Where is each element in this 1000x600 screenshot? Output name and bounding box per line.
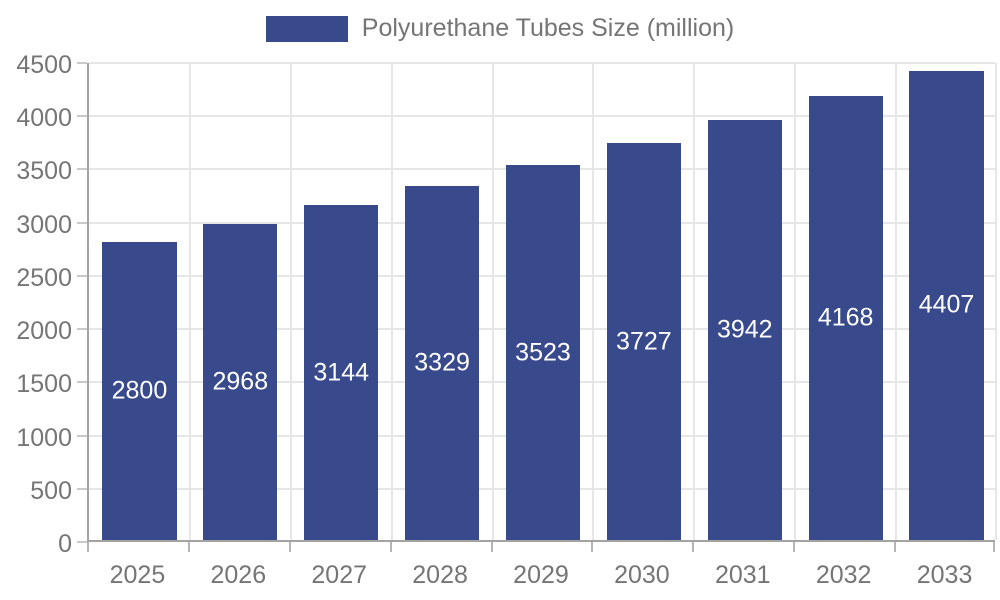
y-axis-tick-label: 4000 bbox=[16, 104, 72, 133]
y-axis-tick-label: 3500 bbox=[16, 157, 72, 186]
bar-value-label: 3144 bbox=[313, 358, 370, 387]
y-axis-tick-mark bbox=[77, 434, 87, 437]
x-axis-tick-label: 2032 bbox=[815, 561, 872, 589]
bar-value-label: 2800 bbox=[111, 376, 168, 405]
x-axis-tick-mark bbox=[692, 542, 695, 552]
x-axis-tick-mark bbox=[591, 542, 594, 552]
y-axis-tick-label: 4500 bbox=[16, 51, 72, 79]
gridline-vertical bbox=[995, 63, 997, 540]
gridline-vertical bbox=[491, 63, 494, 540]
x-axis-tick-label: 2030 bbox=[614, 561, 670, 589]
bar-2028[interactable]: 3329 bbox=[405, 185, 480, 540]
x-axis-tick-label: 2029 bbox=[513, 561, 569, 589]
x-axis-tick-mark bbox=[490, 542, 493, 552]
x-axis-tick-label: 2031 bbox=[714, 561, 771, 589]
x-axis-tick-mark bbox=[187, 542, 190, 552]
y-axis-tick-mark bbox=[77, 328, 87, 331]
bar-2027[interactable]: 3144 bbox=[304, 205, 379, 540]
x-axis-tick-label: 2025 bbox=[109, 561, 166, 589]
bar-value-label: 3329 bbox=[414, 348, 470, 377]
y-axis-tick-mark bbox=[77, 115, 87, 118]
y-axis-tick-mark bbox=[77, 487, 87, 490]
x-axis-tick-label: 2033 bbox=[916, 561, 973, 589]
gridline-vertical bbox=[188, 63, 191, 540]
bar-2032[interactable]: 4168 bbox=[808, 96, 883, 540]
gridline-vertical bbox=[592, 63, 595, 540]
y-axis-tick-label: 0 bbox=[58, 530, 72, 558]
gridline-horizontal bbox=[89, 115, 995, 118]
y-axis-tick-mark bbox=[77, 541, 87, 543]
bar-value-label: 4407 bbox=[918, 290, 975, 319]
y-axis-tick-mark bbox=[77, 62, 87, 64]
y-axis-tick-mark bbox=[77, 381, 87, 384]
x-axis-tick-mark bbox=[793, 542, 796, 552]
y-axis-tick-label: 3000 bbox=[16, 210, 72, 239]
legend-item[interactable]: Polyurethane Tubes Size (million) bbox=[0, 14, 1000, 43]
gridline-vertical bbox=[693, 63, 696, 540]
x-axis-tick-label: 2026 bbox=[210, 561, 267, 589]
bar-value-label: 3727 bbox=[616, 327, 672, 356]
gridline-vertical bbox=[794, 63, 797, 540]
x-axis-tick-mark bbox=[87, 542, 89, 552]
legend-swatch bbox=[265, 15, 348, 42]
gridline-horizontal bbox=[89, 62, 995, 64]
bar-value-label: 3942 bbox=[716, 315, 773, 344]
bar-value-label: 4168 bbox=[817, 303, 874, 332]
y-axis-tick-label: 2500 bbox=[16, 263, 72, 292]
y-axis-tick-mark bbox=[77, 274, 87, 277]
bar-2025[interactable]: 2800 bbox=[102, 241, 177, 540]
bar-value-label: 3523 bbox=[515, 338, 571, 366]
gridline-vertical bbox=[390, 63, 393, 540]
bar-2031[interactable]: 3942 bbox=[707, 120, 782, 540]
bar-2030[interactable]: 3727 bbox=[606, 143, 681, 540]
x-axis-tick-label: 2028 bbox=[412, 561, 468, 589]
bar-value-label: 2968 bbox=[212, 367, 269, 396]
y-axis-tick-mark bbox=[77, 168, 87, 171]
y-axis-tick-mark bbox=[77, 221, 87, 224]
x-axis-tick-mark bbox=[389, 542, 392, 552]
legend-label: Polyurethane Tubes Size (million) bbox=[361, 14, 735, 42]
gridline-vertical bbox=[895, 63, 898, 540]
plot-area: 2800 2968 3144 3329 3523 3727 3942 4168 4407 bbox=[87, 62, 997, 542]
y-axis-tick-label: 500 bbox=[30, 476, 72, 505]
x-axis-tick-label: 2027 bbox=[311, 561, 368, 589]
y-axis-tick-label: 1500 bbox=[16, 370, 72, 399]
bar-2026[interactable]: 2968 bbox=[203, 224, 278, 540]
bar-2033[interactable]: 4407 bbox=[909, 70, 984, 540]
bar-2029[interactable]: 3523 bbox=[505, 165, 581, 540]
y-axis-tick-label: 2000 bbox=[16, 317, 72, 346]
gridline-vertical bbox=[289, 63, 292, 540]
x-axis-tick-mark bbox=[288, 542, 291, 552]
y-axis-tick-label: 1000 bbox=[16, 423, 72, 452]
x-axis-tick-mark bbox=[993, 542, 995, 552]
x-axis-tick-mark bbox=[894, 542, 897, 552]
